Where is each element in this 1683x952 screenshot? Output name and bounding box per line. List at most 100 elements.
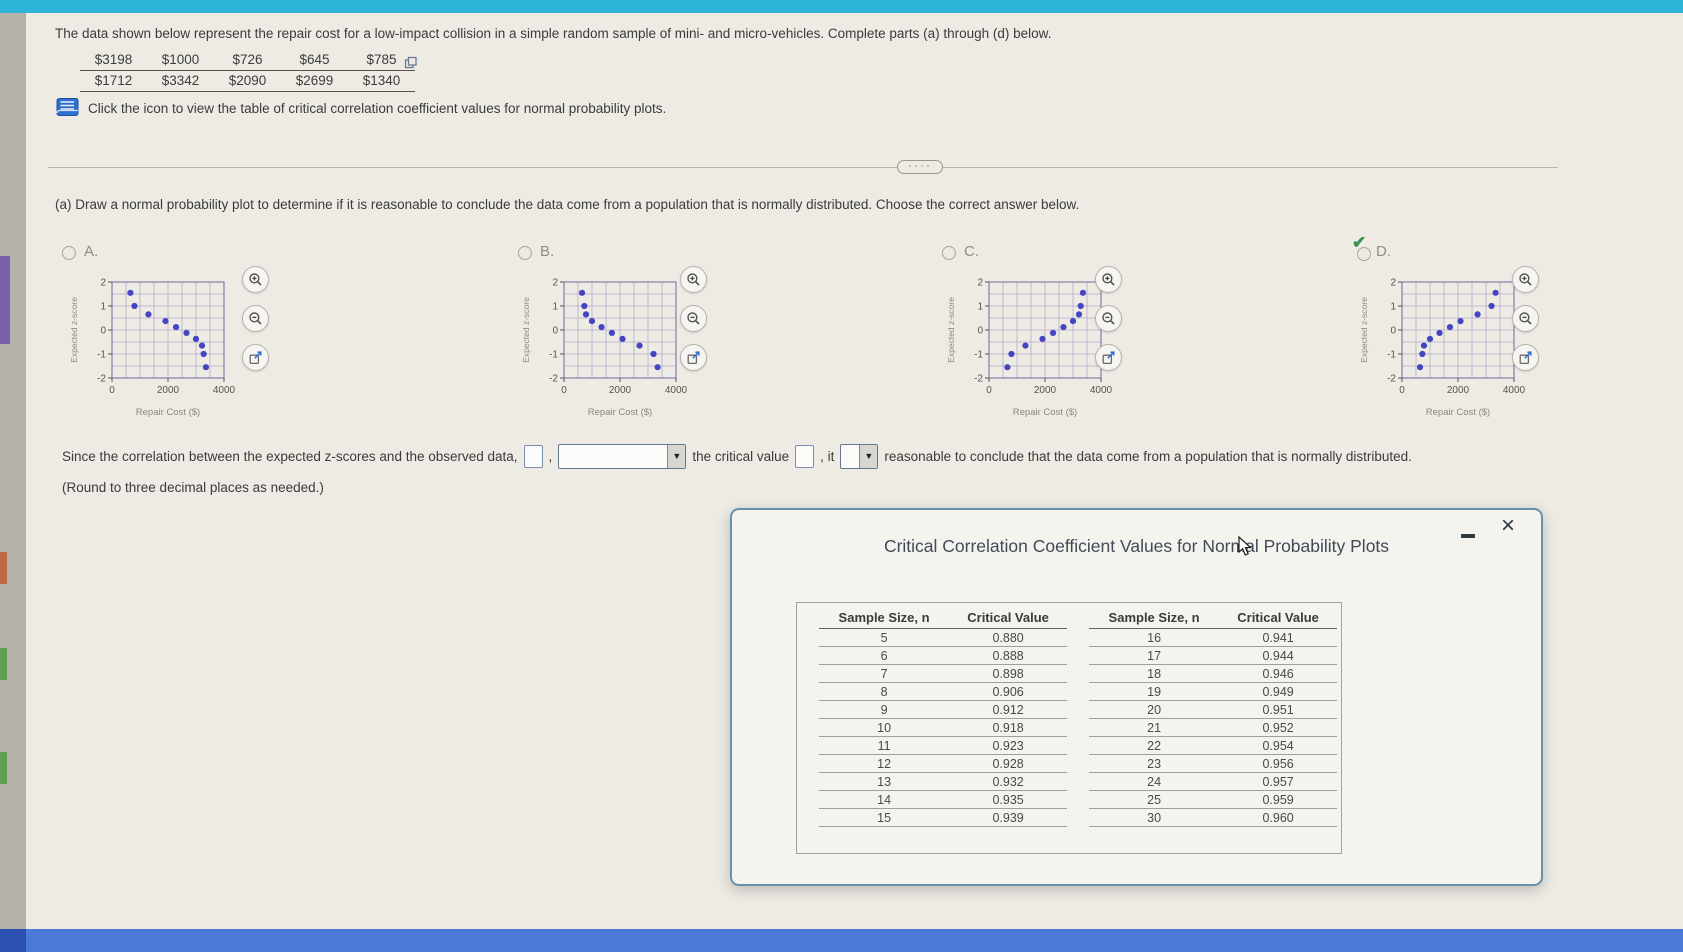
y-axis-label: Expected z-score bbox=[1359, 297, 1369, 363]
close-button[interactable]: × bbox=[1500, 512, 1515, 539]
table-row: 5 0.880 bbox=[819, 628, 1067, 647]
correlation-input[interactable] bbox=[523, 444, 543, 468]
critical-value-cell: 0.918 bbox=[949, 718, 1067, 737]
critical-value-cell: 0.951 bbox=[1219, 700, 1337, 719]
critical-value-cell: 0.912 bbox=[949, 700, 1067, 719]
is-isnot-dropdown[interactable]: ▼ bbox=[840, 443, 879, 469]
zoom-out-button[interactable] bbox=[1095, 305, 1122, 332]
x-axis-label: Repair Cost ($) bbox=[588, 407, 652, 418]
x-tick-label: 2000 bbox=[1447, 385, 1470, 396]
zoom-out-button[interactable] bbox=[680, 305, 707, 332]
data-point bbox=[162, 318, 169, 325]
side-mark-green-1 bbox=[0, 648, 7, 680]
y-tick-label: -1 bbox=[97, 350, 106, 361]
option-d-label[interactable]: D. bbox=[1376, 243, 1391, 260]
answer-text-mid2: , it bbox=[820, 448, 835, 464]
critical-values-table-right: Sample Size, n Critical Value 16 0.941 17 0.9… bbox=[1089, 609, 1337, 827]
sample-size-cell: 13 bbox=[819, 772, 950, 791]
data-point bbox=[1049, 329, 1057, 336]
option-d-tools bbox=[1512, 266, 1540, 371]
y-tick-label: -1 bbox=[549, 350, 558, 361]
sample-size-cell: 7 bbox=[819, 664, 950, 683]
zoom-out-icon bbox=[249, 312, 262, 325]
radio-option-d[interactable] bbox=[1357, 247, 1371, 261]
column-header: Sample Size, n bbox=[819, 609, 950, 629]
zoom-out-button[interactable] bbox=[242, 305, 269, 332]
plot-grid bbox=[988, 281, 1102, 379]
x-tick-label: 0 bbox=[561, 385, 567, 396]
table-row: 21 0.952 bbox=[1089, 718, 1337, 737]
option-c-label[interactable]: C. bbox=[964, 243, 979, 260]
sample-size-cell: 6 bbox=[819, 646, 950, 665]
radio-option-c[interactable] bbox=[942, 246, 956, 260]
critical-value-cell: 0.923 bbox=[949, 736, 1067, 755]
y-tick-label: 2 bbox=[100, 278, 106, 289]
data-point bbox=[1069, 318, 1077, 325]
x-tick-label: 4000 bbox=[213, 385, 236, 396]
minimize-button[interactable] bbox=[1461, 534, 1475, 538]
y-axis-label: Expected z-score bbox=[521, 297, 531, 363]
zoom-in-button[interactable] bbox=[1095, 266, 1122, 293]
data-point bbox=[1446, 324, 1454, 331]
sample-size-cell: 8 bbox=[819, 682, 950, 701]
table-row: 19 0.949 bbox=[1089, 682, 1337, 701]
data-point bbox=[131, 302, 138, 310]
bottom-bar-corner bbox=[0, 929, 26, 952]
sample-size-cell: 20 bbox=[1089, 700, 1220, 719]
open-larger-button[interactable] bbox=[1095, 344, 1122, 371]
radio-option-b[interactable] bbox=[518, 246, 532, 260]
copy-data-icon[interactable] bbox=[404, 56, 418, 75]
radio-option-a[interactable] bbox=[62, 246, 76, 260]
table-row: 13 0.932 bbox=[819, 772, 1067, 791]
data-point bbox=[1436, 329, 1443, 336]
left-edge-strip bbox=[0, 13, 26, 929]
answer-text-after: reasonable to conclude that the data com… bbox=[884, 448, 1412, 464]
side-mark-orange bbox=[0, 552, 7, 584]
critical-value-cell: 0.949 bbox=[1219, 682, 1337, 701]
critical-value-cell: 0.944 bbox=[1219, 646, 1337, 665]
x-tick-label: 0 bbox=[1399, 385, 1405, 396]
critical-value-cell: 0.906 bbox=[949, 682, 1067, 701]
x-tick-label: 4000 bbox=[665, 385, 688, 396]
sample-size-cell: 19 bbox=[1089, 682, 1220, 701]
data-point bbox=[172, 324, 180, 331]
y-tick-label: 2 bbox=[977, 278, 983, 289]
zoom-in-button[interactable] bbox=[242, 266, 269, 293]
open-larger-button[interactable] bbox=[1512, 344, 1539, 371]
data-point bbox=[1077, 302, 1084, 310]
book-icon[interactable] bbox=[54, 97, 80, 123]
x-tick-label: 4000 bbox=[1090, 385, 1113, 396]
critical-values-half-table: Sample Size, n Critical Value 5 0.880 6 0.888… bbox=[819, 609, 1067, 827]
cost-value: $2090 bbox=[214, 70, 281, 92]
zoom-out-icon bbox=[687, 312, 700, 325]
sample-size-cell: 11 bbox=[819, 736, 950, 755]
cost-value: $645 bbox=[281, 50, 348, 71]
sample-size-cell: 17 bbox=[1089, 646, 1220, 665]
table-row: 17 0.944 bbox=[1089, 646, 1337, 665]
open-larger-button[interactable] bbox=[242, 344, 269, 371]
option-a-tools bbox=[242, 266, 270, 371]
table-row: 14 0.935 bbox=[819, 790, 1067, 809]
comparison-dropdown[interactable]: ▼ bbox=[558, 443, 687, 469]
chevron-down-icon: ▼ bbox=[667, 444, 686, 468]
chevron-down-icon: ▼ bbox=[859, 444, 878, 468]
zoom-in-button[interactable] bbox=[680, 266, 707, 293]
zoom-in-button[interactable] bbox=[1512, 266, 1539, 293]
plot-grid bbox=[1401, 281, 1515, 379]
critical-value-cell: 0.954 bbox=[1219, 736, 1337, 755]
zoom-in-icon bbox=[1102, 273, 1115, 286]
x-tick-label: 0 bbox=[109, 385, 115, 396]
copy-icon bbox=[404, 56, 417, 69]
zoom-out-button[interactable] bbox=[1512, 305, 1539, 332]
critical-value-input[interactable] bbox=[795, 444, 815, 468]
sample-size-cell: 12 bbox=[819, 754, 950, 773]
data-point bbox=[1419, 350, 1426, 358]
option-b-label[interactable]: B. bbox=[540, 243, 555, 260]
open-larger-button[interactable] bbox=[680, 344, 707, 371]
divider-more-button[interactable]: ···· bbox=[897, 159, 943, 174]
table-row: 25 0.959 bbox=[1089, 790, 1337, 809]
option-a-label[interactable]: A. bbox=[84, 243, 99, 260]
option-b-plot: 2 1 0 -1 -2 0 2000 4000 Expected z-score Repair C… bbox=[516, 274, 730, 426]
